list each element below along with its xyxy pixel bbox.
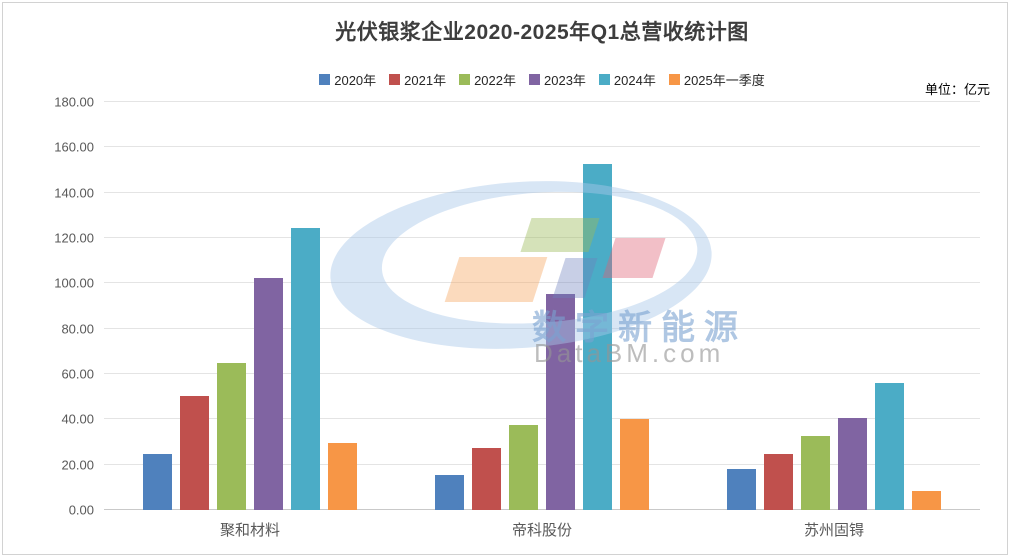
gridline — [104, 237, 980, 238]
legend-item: 2024年 — [598, 70, 656, 89]
y-tick-label: 140.00 — [54, 185, 94, 201]
legend-swatch-icon — [668, 74, 680, 85]
gridline — [104, 463, 980, 465]
bar — [912, 490, 941, 510]
y-tick-label: 40.00 — [61, 411, 94, 427]
bar — [328, 443, 357, 510]
gridline — [104, 282, 980, 284]
legend-label: 2025年一季度 — [683, 73, 765, 88]
y-tick-label: 180.00 — [54, 94, 94, 110]
legend-swatch-icon — [459, 74, 471, 85]
legend-label: 2021年 — [404, 73, 447, 88]
legend-item: 2025年一季度 — [668, 70, 765, 89]
y-tick-label: 160.00 — [54, 139, 94, 155]
x-category-label: 苏州固锝 — [803, 522, 864, 539]
y-axis-labels: 0.00 20.00 40.00 60.00 80.00 100.00 120.00 140.… — [0, 95, 94, 518]
plot-area — [104, 101, 980, 510]
y-tick-label: 0.00 — [68, 502, 94, 518]
legend-swatch-icon — [389, 74, 401, 85]
legend-label: 2022年 — [474, 73, 516, 88]
gridline — [104, 101, 980, 102]
y-tick-label: 20.00 — [61, 457, 94, 473]
x-category-label: 聚和材料 — [219, 522, 280, 539]
x-axis-labels: 聚和材料 帝科股份 苏州固锝 — [104, 519, 980, 540]
bar — [764, 454, 793, 510]
unit-label: 单位：亿元 — [924, 82, 990, 97]
bar-groups — [104, 102, 980, 510]
bar — [620, 419, 649, 510]
bar — [583, 164, 612, 510]
y-tick-label: 120.00 — [54, 230, 94, 246]
legend-label: 2023年 — [544, 73, 586, 88]
legend-swatch-icon — [598, 74, 610, 85]
legend-swatch-icon — [529, 74, 540, 85]
legend-item: 2020年 — [319, 70, 376, 89]
bar — [291, 227, 320, 510]
legend-item: 2022年 — [459, 70, 516, 89]
legend-item: 2023年 — [529, 70, 586, 89]
gridline — [104, 146, 980, 148]
bar — [546, 293, 575, 510]
gridline — [104, 191, 980, 193]
legend-swatch-icon — [319, 74, 331, 85]
y-tick-label: 80.00 — [61, 321, 94, 337]
bar — [217, 362, 246, 510]
y-tick-label: 100.00 — [54, 275, 94, 291]
bar — [838, 418, 867, 510]
bar-group — [396, 102, 688, 510]
x-axis-line — [104, 509, 980, 510]
gridline — [104, 327, 980, 329]
bar — [801, 436, 830, 510]
bar-group — [688, 102, 980, 510]
bar — [472, 447, 501, 510]
y-tick-label: 60.00 — [61, 366, 94, 382]
x-category-label: 帝科股份 — [511, 522, 572, 539]
bar — [435, 474, 464, 510]
chart-title: 光伏银浆企业2020-2025年Q1总营收统计图 — [335, 21, 749, 44]
legend-item: 2021年 — [389, 70, 446, 89]
bar — [143, 454, 172, 510]
gridline — [104, 373, 980, 374]
bar — [727, 469, 756, 510]
bar — [180, 395, 209, 510]
legend-label: 2024年 — [613, 73, 656, 88]
bar — [254, 277, 283, 510]
legend: 2020年 2021年 2022年 2023年 2024年 2025年一季度 — [104, 70, 980, 89]
gridline — [104, 418, 980, 420]
legend-label: 2020年 — [334, 73, 377, 88]
bar — [509, 425, 538, 510]
bar-group — [104, 102, 396, 510]
bar — [875, 383, 904, 510]
